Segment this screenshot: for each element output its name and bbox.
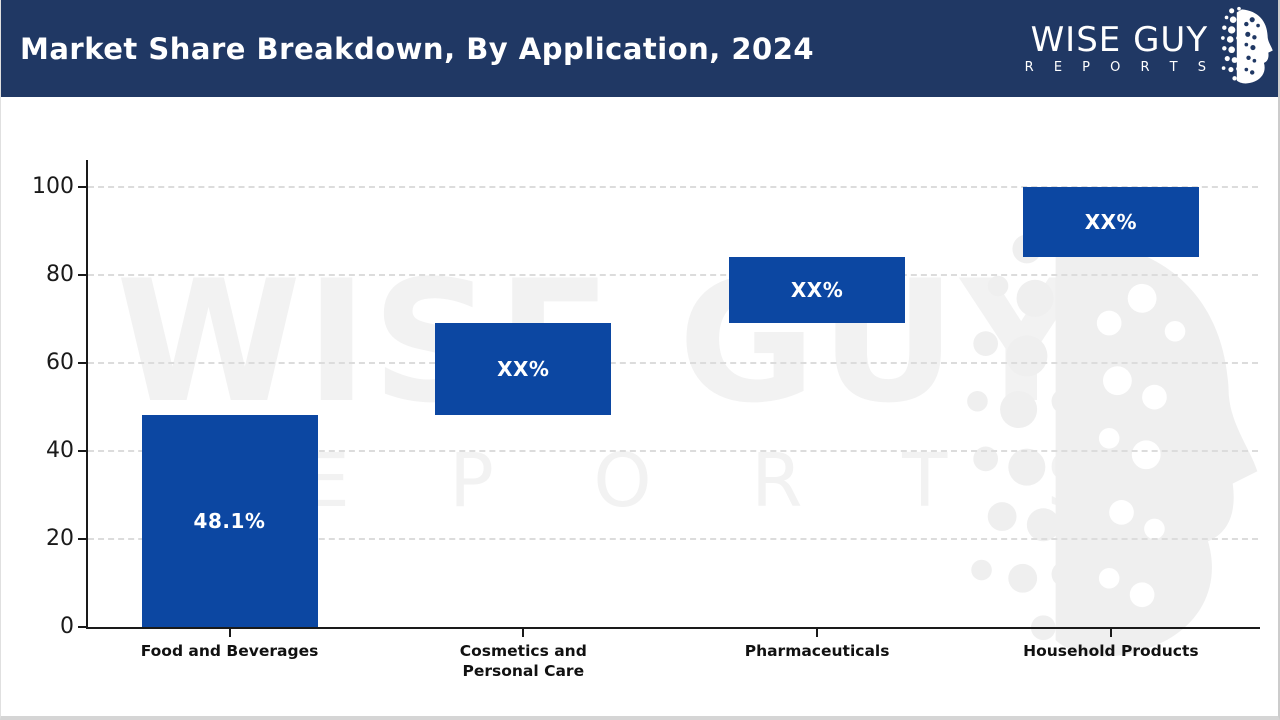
y-tick-mark [78,362,87,364]
bar-value-label: 48.1% [193,509,266,534]
x-axis-label-food-and-beverages: Food and Beverages [100,641,360,661]
x-tick-mark [1109,629,1112,637]
y-tick-label: 40 [46,438,74,463]
y-tick-mark [78,538,87,540]
x-axis-label-line: Food and Beverages [140,642,319,660]
y-tick-label: 80 [46,262,74,287]
gridline-80 [88,274,1258,276]
x-axis-label-cosmetics-and-personal-care: Cosmetics and Personal Care [393,641,653,681]
gridline-40 [88,450,1258,452]
gridline-100 [88,186,1258,188]
x-tick-mark [522,629,525,637]
gridline-20 [88,538,1258,540]
bar-value-label: XX% [790,277,844,302]
header-bar: Market Share Breakdown, By Application, … [0,0,1280,97]
x-axis-label-line: Household Products [1023,642,1199,660]
y-tick-label: 20 [46,526,74,551]
logo-subtext: R E P O R T S [1024,59,1214,75]
y-tick-mark [78,450,87,452]
y-tick-label: 100 [32,174,74,199]
y-tick-label: 60 [46,350,74,375]
x-axis-label-line: Pharmaceuticals [744,642,890,660]
logo-wordmark: WISE GUY [1030,20,1209,61]
y-tick-label: 0 [60,614,74,639]
y-tick-mark [78,186,87,188]
bar-food-and-beverages: 48.1% [141,415,318,627]
wiseguy-face-icon [1221,6,1273,84]
x-axis-label-line: Cosmetics and [459,642,587,660]
wiseguy-logo: WISE GUY R E P O R T S [1025,4,1276,94]
gridline-60 [88,362,1258,364]
x-axis-label-pharmaceuticals: Pharmaceuticals [687,641,947,661]
bar-household-products: XX% [1022,187,1199,257]
x-axis-label-household-products: Household Products [981,641,1241,661]
page-title: Market Share Breakdown, By Application, … [20,31,815,66]
y-tick-mark [78,626,87,628]
y-axis-line [86,160,88,629]
x-tick-mark [816,629,819,637]
x-axis-label-line: Personal Care [462,662,585,681]
y-tick-mark [78,274,87,276]
x-axis-line [86,627,1260,629]
bar-value-label: XX% [1084,209,1138,234]
bar-cosmetics-and-personal-care: XX% [435,322,612,416]
x-tick-mark [228,629,231,637]
bar-value-label: XX% [497,356,550,381]
bar-pharmaceuticals: XX% [729,256,906,323]
